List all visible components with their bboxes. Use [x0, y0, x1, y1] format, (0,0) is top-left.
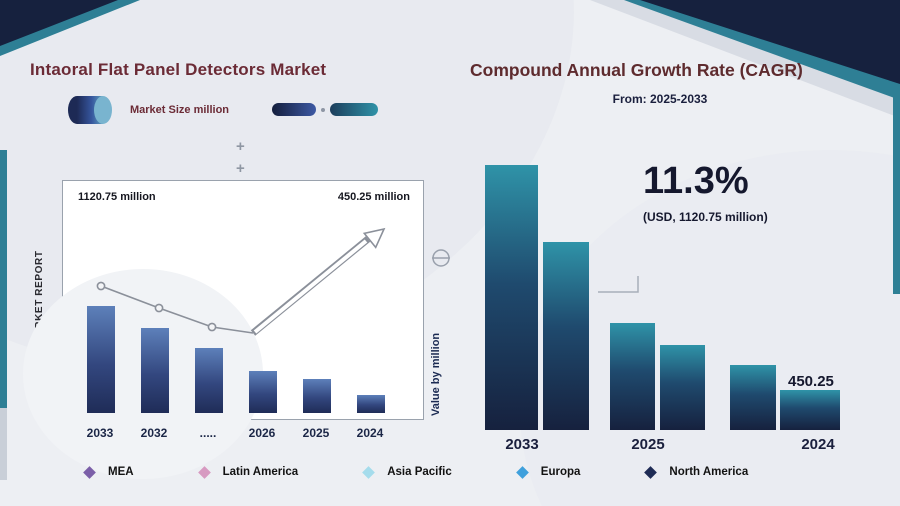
legend-diamond-icon	[83, 465, 96, 479]
right-x-label-2024: 2024	[801, 436, 835, 453]
left-chart-title: Intaoral Flat Panel Detectors Market	[30, 60, 327, 79]
right-bars	[480, 160, 850, 430]
legend-item-label: Europa	[540, 466, 581, 478]
left-bar-5	[357, 395, 385, 413]
legend-diamond-icon	[644, 465, 658, 479]
left-x-label-5: 2024	[356, 426, 384, 440]
right-bar-2024-s1	[730, 365, 776, 430]
circle-minus-icon	[432, 249, 450, 267]
left-legend: Market Size million	[64, 94, 229, 126]
left-chart-frame: 1120.75 million 450.25 million	[23, 180, 424, 479]
step-decoration	[598, 276, 639, 293]
cylinder-icon	[68, 96, 112, 124]
legend-item-latin-america: Latin America	[197, 465, 299, 479]
right-bar-2024-s2	[780, 390, 840, 430]
right-bar-2033-s1	[485, 165, 538, 430]
legend-item-north-america: North America	[644, 465, 749, 479]
legend-item-label: North America	[669, 466, 749, 478]
edge-strip-left	[0, 150, 7, 408]
legend-item-label: MEA	[108, 466, 134, 478]
edge-strip-left-gray	[0, 408, 7, 480]
pill-teal	[330, 103, 378, 116]
cagr-note: (USD, 1120.75 million)	[643, 210, 768, 224]
plus-decoration: +	[236, 160, 245, 177]
right-x-label-2033: 2033	[505, 436, 539, 453]
right-y-axis-label: Value by million	[430, 332, 442, 416]
left-bar-0	[87, 306, 115, 413]
legend-item-label: Latin America	[222, 466, 299, 478]
left-x-label-4: 2025	[302, 426, 330, 440]
left-bar-1	[141, 328, 169, 413]
min-value-label: 450.25 million	[337, 191, 410, 203]
legend-item-mea: MEA	[83, 465, 134, 479]
legend-diamond-icon	[362, 465, 376, 479]
left-bar-4	[303, 379, 331, 413]
left-bar-3	[249, 371, 277, 413]
right-x-label-2025: 2025	[631, 436, 665, 453]
left-x-label-1: 2032	[140, 426, 168, 440]
pill-decoration	[272, 103, 378, 116]
legend-diamond-icon	[197, 465, 211, 479]
left-x-label-3: 2026	[248, 426, 276, 440]
pill-dot	[321, 107, 325, 112]
left-x-label-2: .....	[199, 426, 217, 440]
left-bars-row	[87, 306, 385, 413]
max-value-label: 1120.75 million	[78, 191, 156, 203]
pill-navy	[272, 103, 316, 116]
legend-item-europa: Europa	[515, 465, 581, 479]
right-chart-title: Compound Annual Growth Rate (CAGR)	[470, 60, 803, 80]
legend-item-asia-pacific: Asia Pacific	[362, 465, 452, 479]
left-bar-2	[195, 348, 223, 413]
edge-strip-right	[893, 88, 900, 294]
right-bar-2033-s2	[543, 242, 589, 430]
trend-arrow-icon	[96, 227, 386, 336]
plus-decoration: +	[236, 138, 245, 155]
legend-item-label: Asia Pacific	[387, 466, 452, 478]
left-x-axis: 2033 2032..... 2026 2025 2024	[73, 426, 397, 440]
right-x-axis: 2033 2025 2024	[480, 436, 850, 456]
cagr-value: 11.3%	[643, 160, 749, 202]
left-x-label-0: 2033	[86, 426, 114, 440]
legend-diamond-icon	[515, 465, 529, 479]
right-bar-2025-s1	[610, 323, 655, 430]
footer-legend: MEA Latin America Asia Pacific Europa North …	[83, 465, 749, 479]
left-legend-label: Market Size million	[130, 104, 230, 116]
right-bar-2025-s2	[660, 345, 705, 430]
right-chart-subtitle: From: 2025-2033	[612, 92, 708, 106]
value-callout: 450.25	[788, 373, 834, 390]
